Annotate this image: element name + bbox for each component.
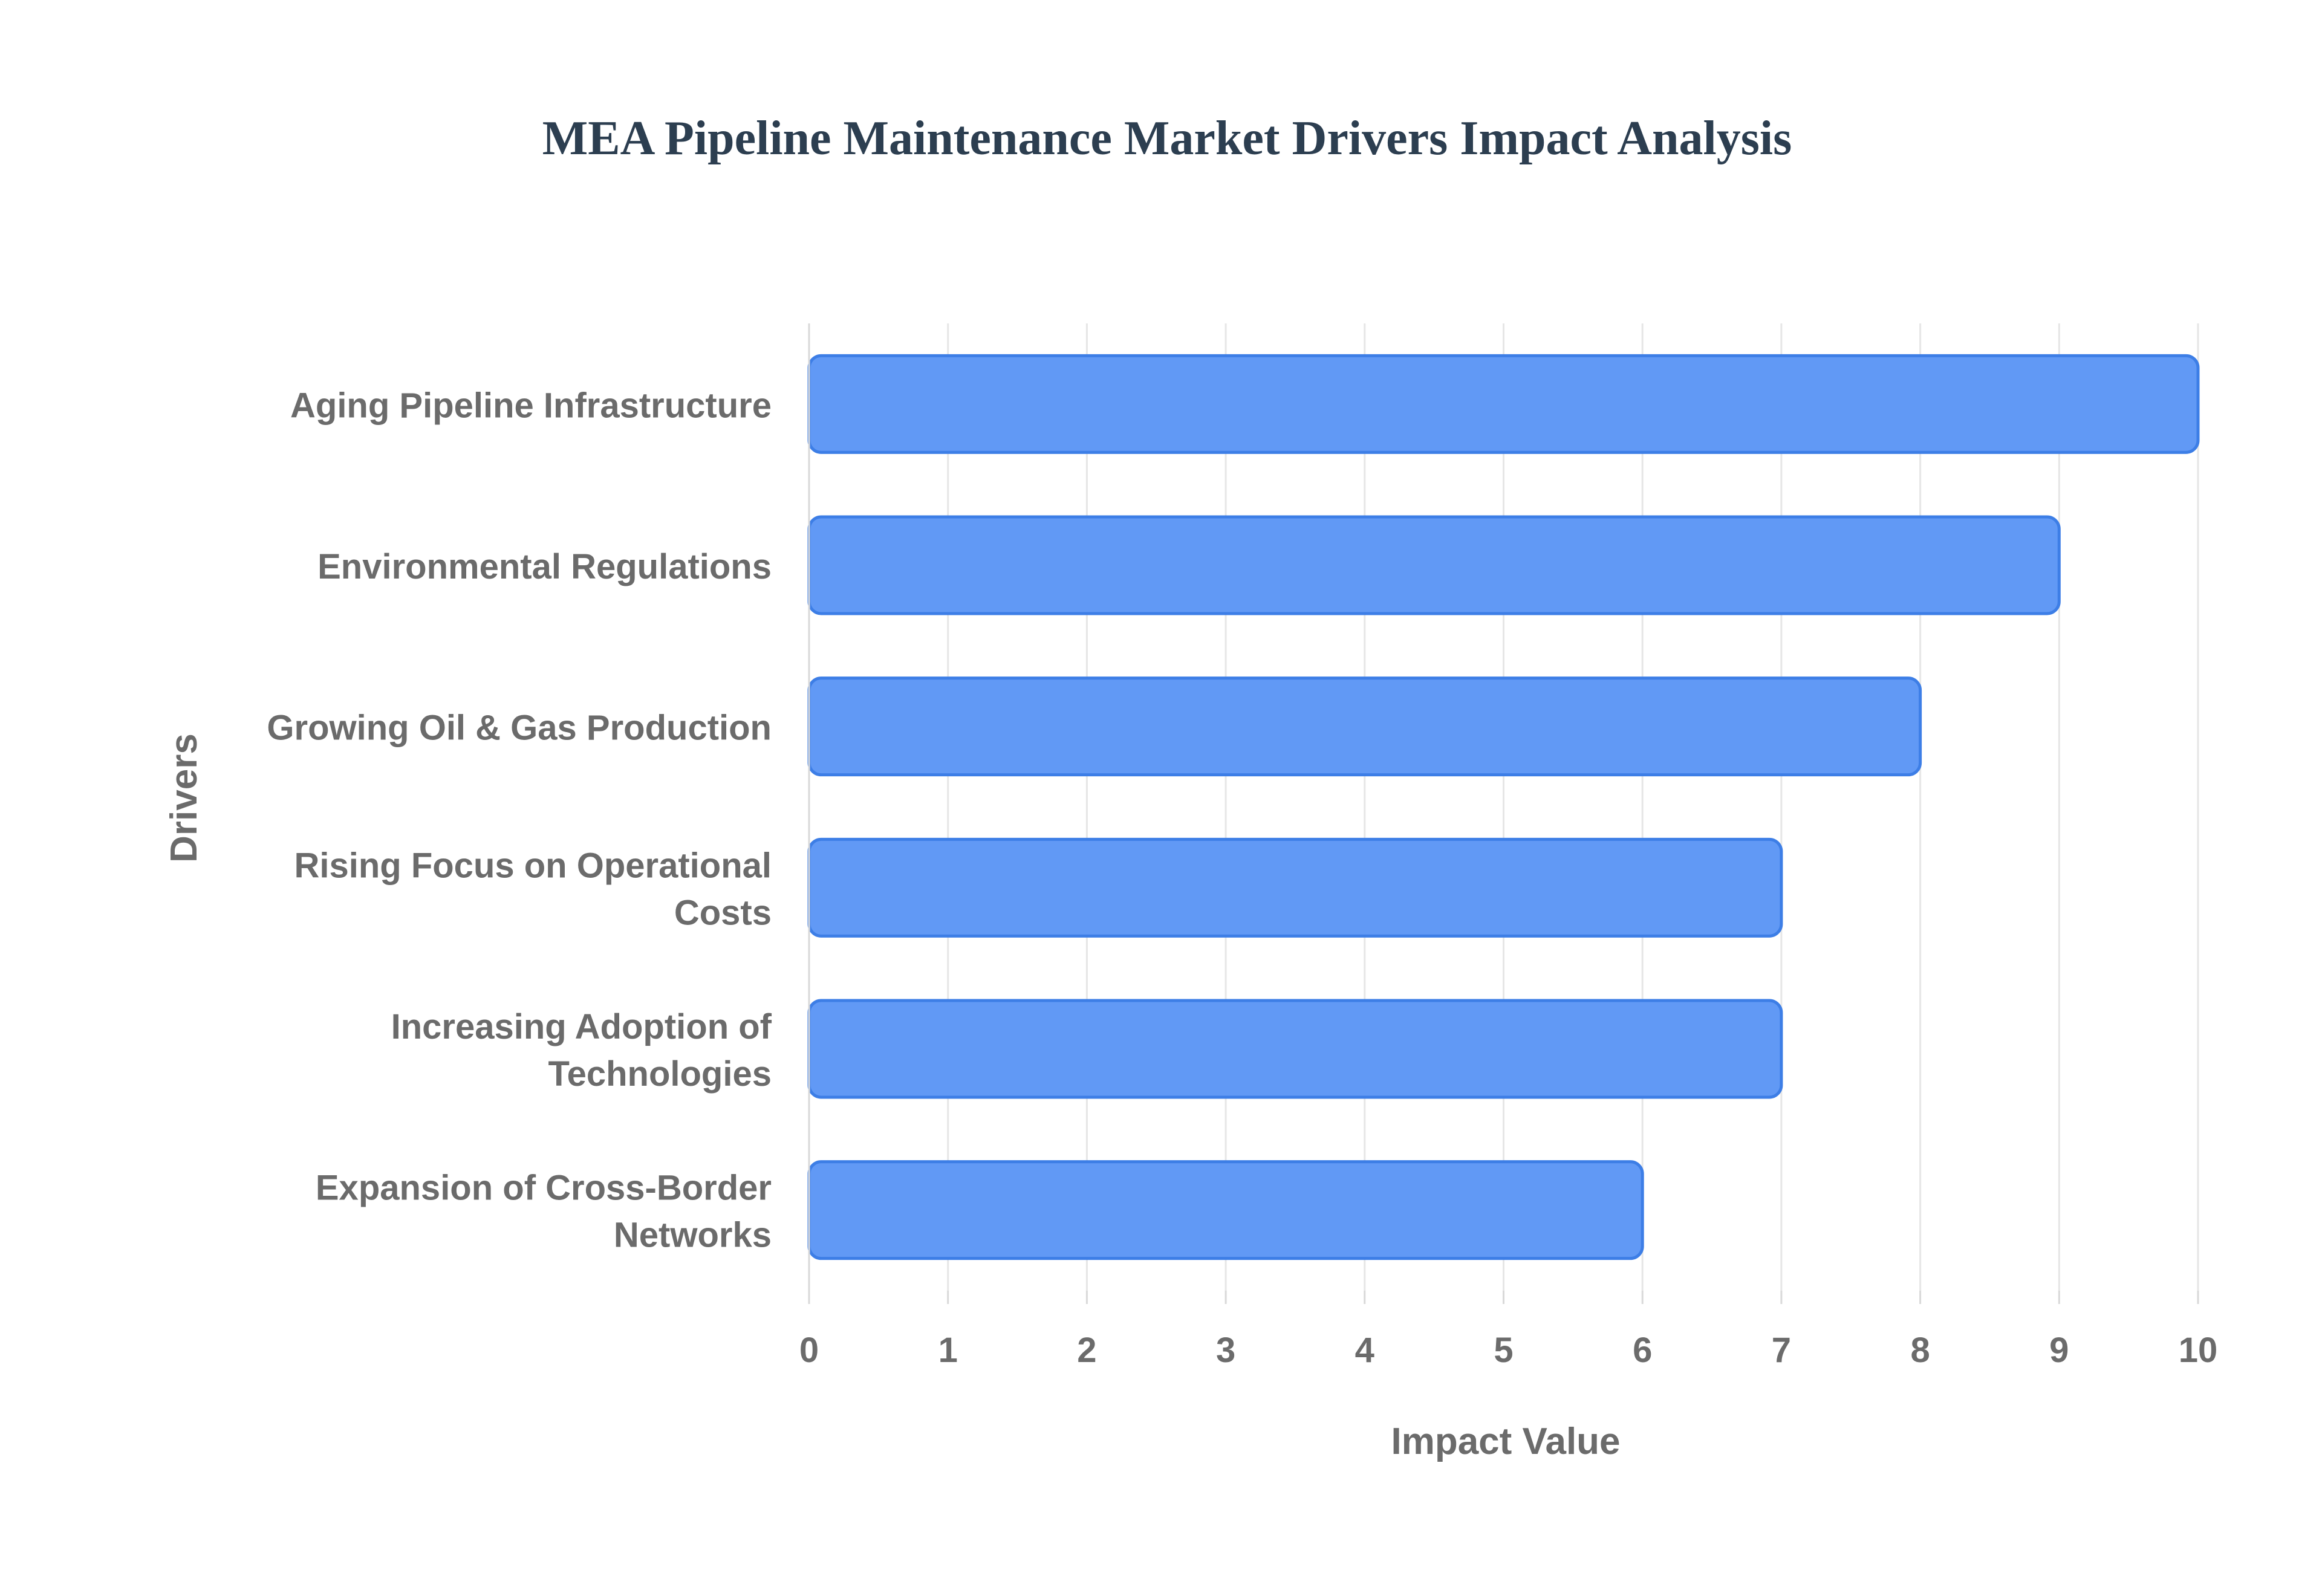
x-tick-label: 4 <box>1355 1331 1374 1370</box>
x-tick-label: 8 <box>1910 1331 1930 1370</box>
y-tick-label: Increasing Adoption of Technologies <box>391 1007 772 1094</box>
y-tick-labels: Aging Pipeline Infrastructure Environment… <box>267 386 772 1254</box>
x-axis-label: Impact Value <box>1391 1421 1620 1462</box>
bar <box>807 515 2061 615</box>
x-tick-label: 6 <box>1633 1331 1652 1370</box>
y-tick-label: Environmental Regulations <box>317 547 772 586</box>
x-tick-label: 2 <box>1077 1331 1096 1370</box>
x-tick-label: 7 <box>1772 1331 1791 1370</box>
axes <box>808 323 2199 1304</box>
bars <box>807 354 2200 1260</box>
x-tick-label: 1 <box>938 1331 958 1370</box>
bar <box>807 676 1922 777</box>
y-axis-label: Drivers <box>163 733 205 863</box>
chart-title: MEA Pipeline Maintenance Market Drivers … <box>542 112 1792 165</box>
bar <box>807 999 1783 1099</box>
grid-lines <box>947 323 2199 1291</box>
y-tick-label: Expansion of Cross-Border Networks <box>316 1169 772 1255</box>
bar <box>807 1160 1644 1260</box>
bar <box>807 837 1783 938</box>
y-tick-label: Rising Focus on Operational Costs <box>294 846 772 932</box>
x-tick-label: 9 <box>2049 1331 2069 1370</box>
y-tick-label: Aging Pipeline Infrastructure <box>290 386 772 425</box>
bar <box>807 354 2200 454</box>
x-tick-label: 10 <box>2179 1331 2218 1370</box>
y-tick-label: Growing Oil & Gas Production <box>267 709 772 748</box>
x-tick-label: 5 <box>1494 1331 1513 1370</box>
x-tick-labels: 0 1 2 3 4 5 6 7 8 9 10 <box>799 1331 2217 1370</box>
x-tick-label: 0 <box>799 1331 819 1370</box>
x-tick-label: 3 <box>1216 1331 1235 1370</box>
